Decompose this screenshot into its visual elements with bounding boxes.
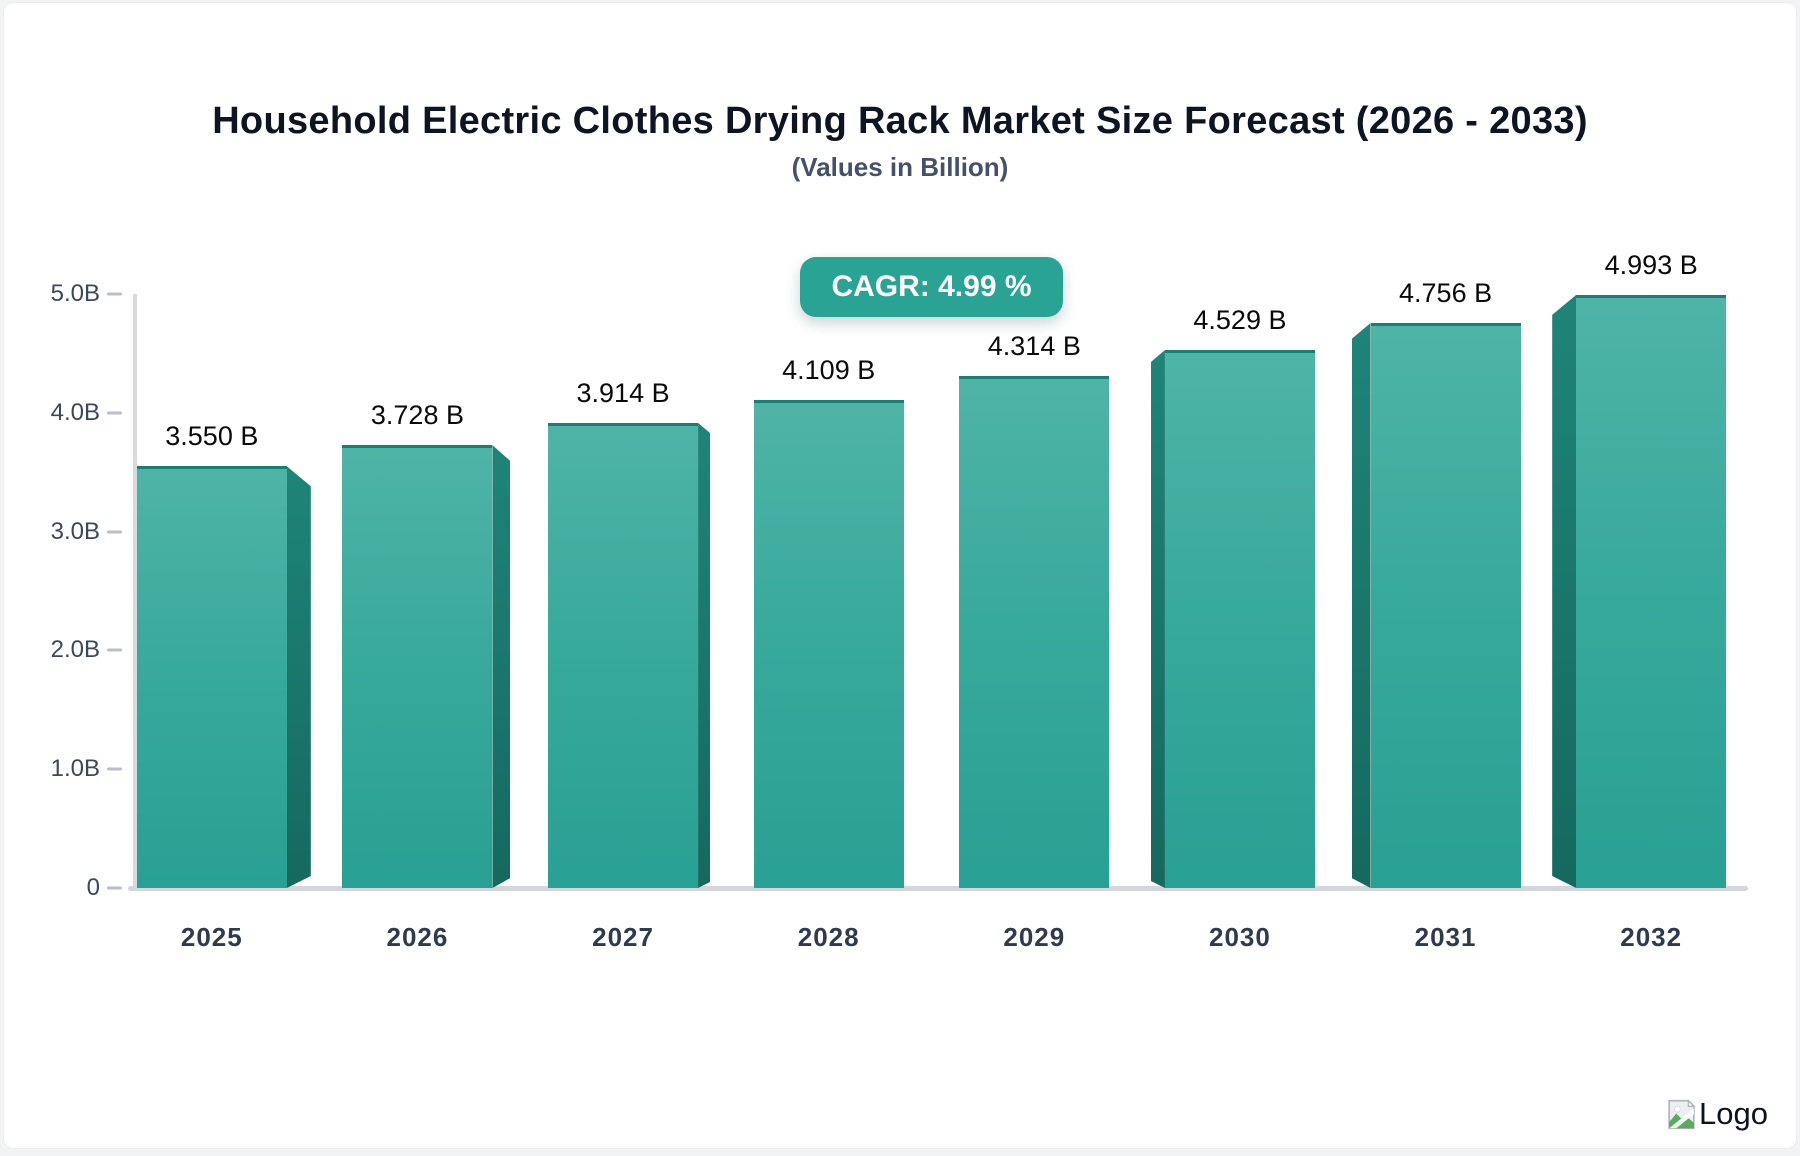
y-axis-tick-mark xyxy=(107,411,122,415)
x-axis-label: 2030 xyxy=(1209,922,1271,952)
y-axis-tick-mark xyxy=(107,530,122,534)
bar-group: 4.314 B xyxy=(932,294,1138,888)
bar-value-label: 3.914 B xyxy=(576,378,670,409)
bar-group: 4.109 B xyxy=(726,294,932,888)
y-axis-tick-label: 2.0B xyxy=(50,636,100,664)
logo-text: Logo xyxy=(1699,1096,1768,1131)
x-axis-label: 2031 xyxy=(1414,922,1477,952)
bar[interactable] xyxy=(959,375,1110,888)
bar-group: 3.728 B xyxy=(315,294,521,888)
bar[interactable] xyxy=(1371,323,1521,888)
bar-value-label: 3.550 B xyxy=(165,421,259,452)
bar-group: 4.756 B xyxy=(1343,278,1549,888)
bar[interactable] xyxy=(1165,349,1315,888)
bar-3d-side xyxy=(698,423,710,888)
y-axis-tick-label: 3.0B xyxy=(50,517,100,545)
bar[interactable] xyxy=(548,423,698,888)
bar-group: 4.529 B xyxy=(1137,294,1343,888)
x-axis-line xyxy=(128,886,1748,891)
y-axis-tick-mark xyxy=(107,886,122,890)
x-axis-label: 2032 xyxy=(1620,922,1683,952)
x-axis-label: 2025 xyxy=(180,922,243,952)
x-axis-labels: 2025 2026 2027 2028 2029 2030 2031 2032 xyxy=(109,922,1754,953)
x-axis-label: 2026 xyxy=(386,922,449,952)
y-axis: 5.0B 4.0B 3.0B 2.0B 1.0B 0 xyxy=(4,280,133,901)
y-axis-tick-mark xyxy=(107,292,122,296)
bar-value-label: 4.314 B xyxy=(987,330,1081,361)
y-axis-tick-label: 1.0B xyxy=(50,755,100,783)
bar-value-label: 4.529 B xyxy=(1193,304,1287,335)
bar[interactable] xyxy=(753,399,904,888)
bar-3d-side xyxy=(492,445,510,888)
broken-image-icon xyxy=(1668,1098,1696,1129)
bar-3d-side xyxy=(1352,323,1371,888)
bar-group: 3.550 B xyxy=(109,294,315,888)
y-axis-tick-mark xyxy=(107,767,122,771)
bar-value-label: 4.993 B xyxy=(1604,249,1698,280)
y-axis-tick-label: 4.0B xyxy=(50,398,100,426)
bar-3d-side xyxy=(1151,350,1165,888)
y-axis-line xyxy=(133,294,137,888)
chart-subtitle: (Values in Billion) xyxy=(791,152,1009,182)
y-axis-tick-label: 5.0B xyxy=(50,280,100,307)
bar-value-label: 3.728 B xyxy=(370,400,464,431)
chart-card: Household Electric Clothes Drying Rack M… xyxy=(3,2,1797,1149)
y-axis-tick-label: 0 xyxy=(86,874,100,901)
plot-area: 3.550 B 3.728 B 3.914 B 4.109 B 4.314 B … xyxy=(109,250,1754,888)
logo: Logo xyxy=(1665,1096,1768,1132)
bar-group: 4.993 B xyxy=(1548,250,1754,888)
y-axis-tick-mark xyxy=(107,648,122,652)
bar-3d-side xyxy=(287,466,311,888)
bar-group: 3.914 B xyxy=(520,294,726,888)
bar[interactable] xyxy=(342,445,492,888)
chart-title: Household Electric Clothes Drying Rack M… xyxy=(212,100,1588,142)
x-axis-label: 2029 xyxy=(1003,922,1066,952)
x-axis-label: 2027 xyxy=(592,922,654,952)
bar-value-label: 4.756 B xyxy=(1399,278,1493,308)
bar[interactable] xyxy=(136,466,287,888)
x-axis-label: 2028 xyxy=(797,922,860,952)
bar-value-label: 4.109 B xyxy=(782,354,876,385)
bar-3d-side xyxy=(1552,295,1576,888)
bar[interactable] xyxy=(1576,294,1727,888)
